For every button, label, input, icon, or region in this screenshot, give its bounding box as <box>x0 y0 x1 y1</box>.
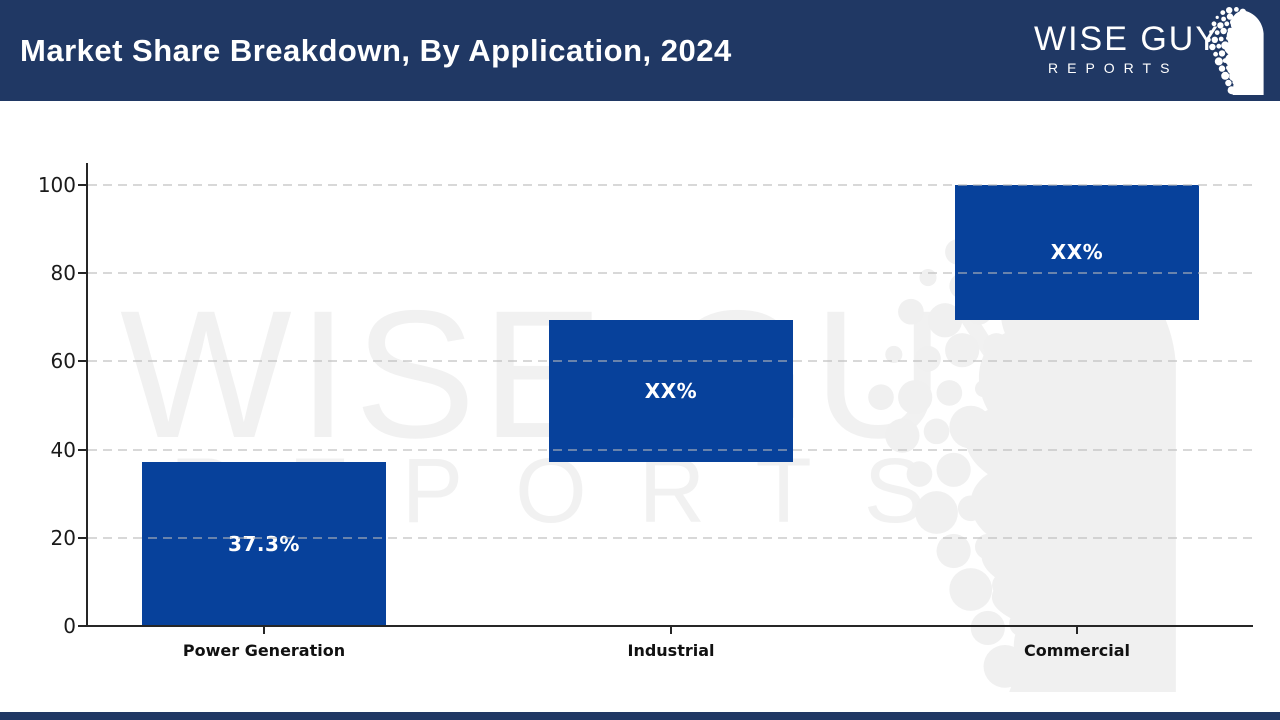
header: Market Share Breakdown, By Application, … <box>0 0 1280 101</box>
logo-face-icon <box>1184 7 1268 95</box>
y-tick-20 <box>78 536 88 539</box>
x-tick-3 <box>1076 627 1078 634</box>
bar-value-label-1: 37.3% <box>228 531 300 556</box>
gridline-80 <box>88 272 1253 275</box>
bar-value-label-2: XX% <box>644 378 698 403</box>
y-tick-label-20: 20 <box>50 525 76 550</box>
gridline-60 <box>88 360 1253 363</box>
footer-bar <box>0 712 1280 720</box>
category-label-2: Industrial <box>627 641 715 660</box>
x-tick-1 <box>263 627 265 634</box>
bar-segment-3: XX% <box>955 185 1199 320</box>
gridline-20 <box>88 536 1253 539</box>
bar-segment-2: XX% <box>549 319 793 462</box>
x-axis-line <box>86 625 1253 627</box>
category-label-1: Power Generation <box>182 641 346 660</box>
y-tick-100 <box>78 184 88 186</box>
y-tick-0 <box>78 625 88 627</box>
y-tick-label-0: 0 <box>63 614 76 638</box>
logo-subtext: REPORTS <box>1048 60 1179 76</box>
y-tick-40 <box>78 448 88 451</box>
x-tick-2 <box>670 627 672 634</box>
logo-wordmark: WISE GUY <box>1034 20 1221 58</box>
y-tick-60 <box>78 360 88 363</box>
chart-title: Market Share Breakdown, By Application, … <box>20 32 732 68</box>
y-tick-label-80: 80 <box>50 261 76 286</box>
y-tick-label-100: 100 <box>37 173 76 197</box>
bar-value-label-3: XX% <box>1050 240 1104 265</box>
gridline-100 <box>88 184 1253 186</box>
bar-segment-1: 37.3% <box>142 461 386 626</box>
wise-guy-logo: WISE GUY REPORTS <box>1022 0 1272 101</box>
gridline-40 <box>88 448 1253 451</box>
category-label-3: Commercial <box>1023 641 1131 660</box>
y-tick-label-40: 40 <box>50 437 76 462</box>
y-axis-line <box>86 163 88 627</box>
y-tick-80 <box>78 272 88 275</box>
y-tick-label-60: 60 <box>50 349 76 374</box>
